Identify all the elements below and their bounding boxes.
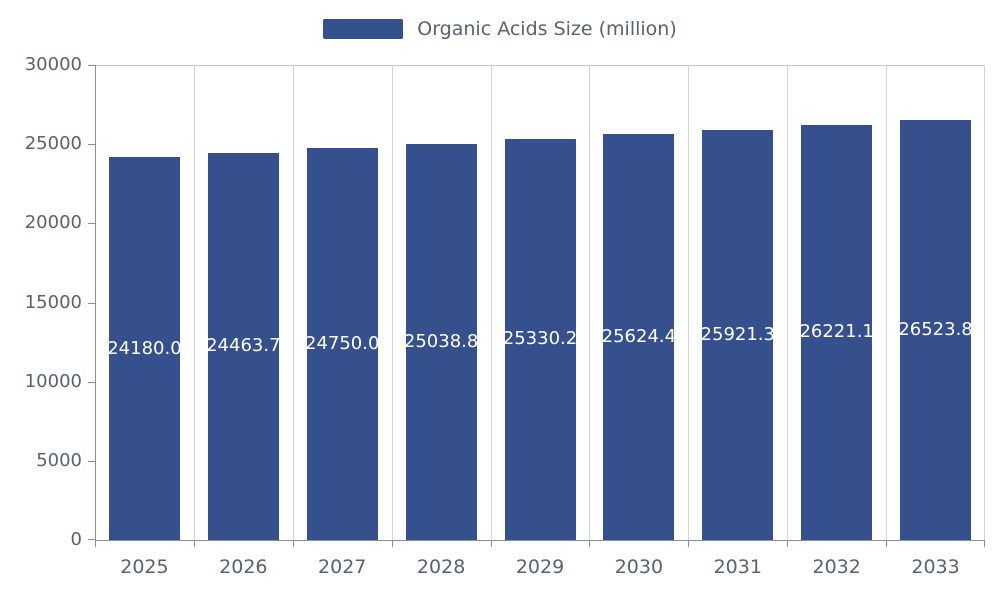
y-axis-tick-label: 25000 bbox=[24, 133, 82, 155]
bar-2028 bbox=[405, 143, 477, 540]
vertical-gridline bbox=[984, 65, 985, 540]
bar-2025 bbox=[108, 157, 180, 540]
bar-2031 bbox=[702, 129, 774, 540]
x-axis-tick bbox=[391, 540, 393, 547]
x-axis-tick bbox=[787, 540, 789, 547]
legend-swatch bbox=[323, 19, 404, 39]
y-axis-tick bbox=[88, 144, 95, 146]
legend-label: Organic Acids Size (million) bbox=[417, 18, 677, 40]
bar-value-label: 26221.1 bbox=[799, 321, 874, 343]
y-axis-tick bbox=[88, 302, 95, 304]
y-axis-tick bbox=[88, 460, 95, 462]
x-axis-tick-label: 2030 bbox=[614, 556, 664, 578]
x-axis-tick bbox=[688, 540, 690, 547]
x-axis-tick-label: 2026 bbox=[219, 556, 268, 578]
y-axis-tick bbox=[88, 381, 95, 383]
bar-value-label: 25330.2 bbox=[502, 328, 578, 350]
vertical-gridline bbox=[787, 65, 789, 540]
bar-2027 bbox=[306, 148, 378, 540]
bar-value-label: 24750.0 bbox=[305, 333, 380, 355]
y-axis-tick bbox=[88, 65, 95, 66]
x-axis-tick-label: 2027 bbox=[318, 556, 367, 578]
x-axis-tick-label: 2025 bbox=[120, 556, 169, 578]
y-axis-tick bbox=[88, 539, 95, 540]
x-axis-tick-label: 2033 bbox=[911, 556, 960, 578]
bar-value-label: 24463.7 bbox=[206, 335, 281, 357]
y-axis-tick-label: 30000 bbox=[24, 54, 82, 75]
x-axis-tick bbox=[490, 540, 492, 547]
x-axis-tick bbox=[193, 540, 195, 547]
y-axis-tick-label: 10000 bbox=[24, 370, 82, 392]
bar-value-label: 25624.4 bbox=[601, 326, 677, 348]
vertical-gridline bbox=[490, 65, 492, 540]
y-axis-line bbox=[95, 65, 96, 540]
bar-value-label: 25921.3 bbox=[700, 323, 775, 345]
bar-2026 bbox=[207, 152, 279, 540]
x-axis-tick bbox=[589, 540, 591, 547]
vertical-gridline bbox=[886, 65, 888, 540]
y-axis-tick bbox=[88, 223, 95, 225]
plot-area: 0 5000 10000 15000 20000 25000 30000 24180.0 202… bbox=[25, 55, 985, 578]
x-axis-line bbox=[95, 540, 985, 541]
vertical-gridline bbox=[292, 65, 294, 540]
y-axis-tick-label: 20000 bbox=[24, 212, 82, 234]
bar-2029 bbox=[504, 138, 576, 540]
y-axis-tick-label: 15000 bbox=[24, 291, 82, 313]
y-axis-tick-label: 5000 bbox=[36, 449, 82, 471]
x-axis-tick bbox=[292, 540, 294, 547]
bar-2032 bbox=[801, 124, 873, 540]
x-axis-tick bbox=[95, 540, 96, 547]
bar-value-label: 24180.0 bbox=[107, 337, 182, 359]
x-axis-tick-label: 2031 bbox=[713, 556, 762, 578]
x-axis-tick bbox=[886, 540, 888, 547]
bar-value-label: 26523.8 bbox=[898, 319, 973, 341]
bar-2033 bbox=[900, 120, 972, 540]
vertical-gridline bbox=[688, 65, 690, 540]
x-axis-tick-label: 2028 bbox=[416, 556, 466, 578]
vertical-gridline bbox=[391, 65, 393, 540]
legend: Organic Acids Size (million) bbox=[0, 18, 1000, 40]
x-axis-tick-label: 2029 bbox=[515, 556, 565, 578]
bar-2030 bbox=[603, 134, 675, 540]
vertical-gridline bbox=[589, 65, 591, 540]
x-axis-tick bbox=[984, 540, 985, 547]
vertical-gridline bbox=[193, 65, 195, 540]
bar-value-label: 25038.8 bbox=[403, 330, 479, 352]
x-axis-tick-label: 2032 bbox=[812, 556, 861, 578]
plot-top-border bbox=[95, 65, 985, 66]
y-axis-tick-label: 0 bbox=[70, 529, 82, 550]
